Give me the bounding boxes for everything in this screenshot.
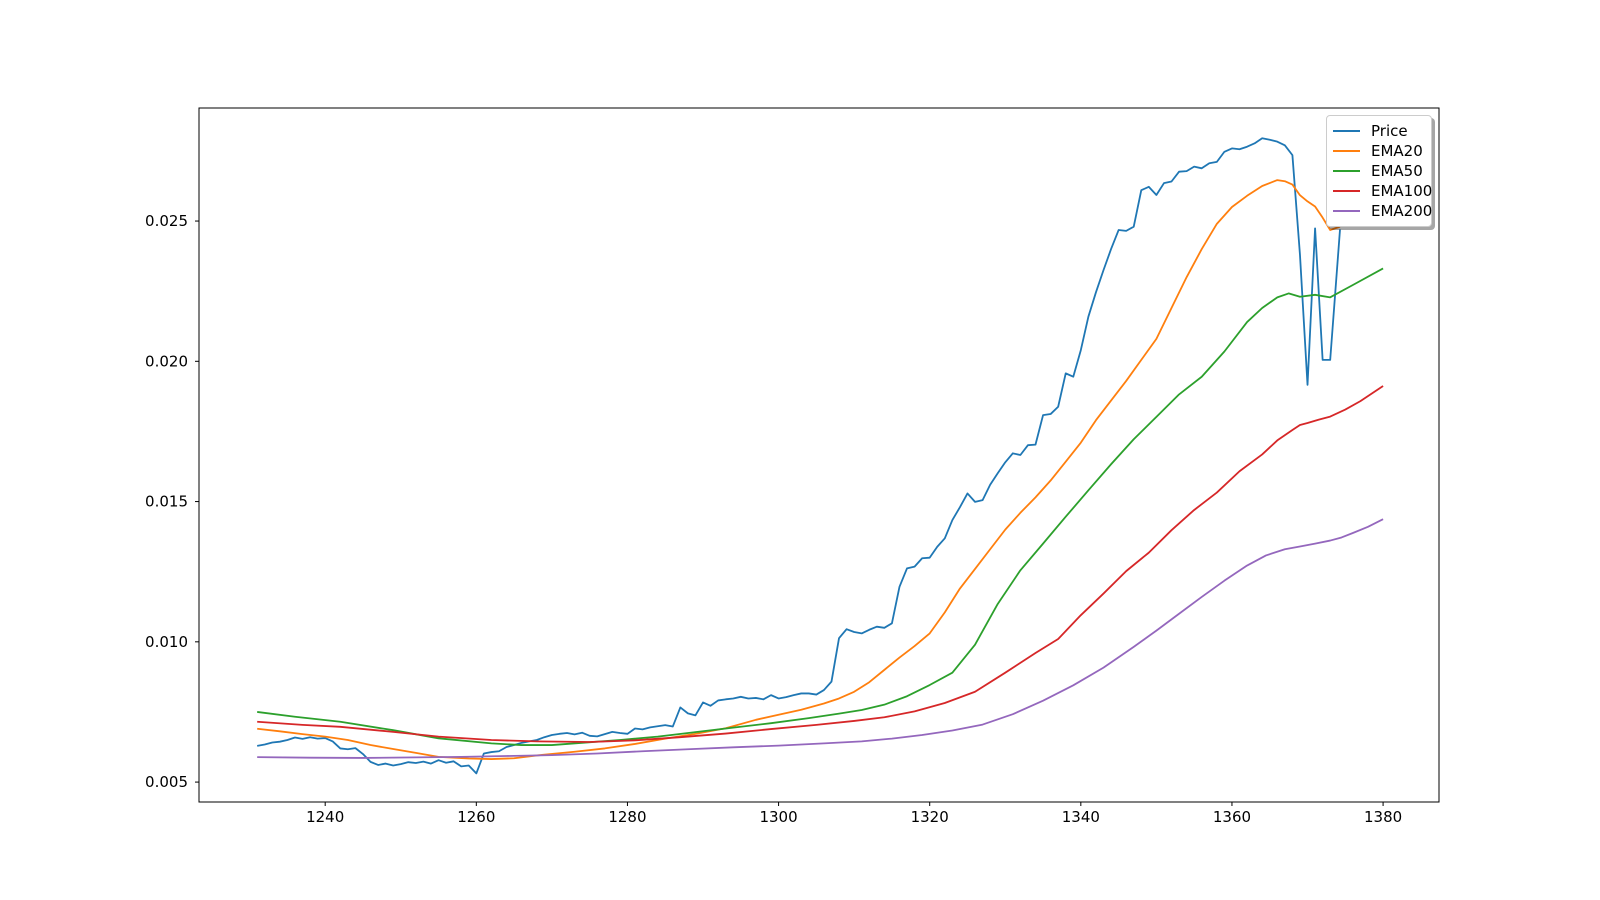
- legend-item-ema200: EMA200: [1333, 201, 1432, 221]
- legend-label: EMA50: [1371, 162, 1423, 180]
- series-line-ema20: [257, 179, 1341, 760]
- x-tick-label: 1380: [1364, 808, 1402, 826]
- series-line-price: [257, 137, 1341, 775]
- series-line-ema50: [257, 267, 1384, 746]
- x-tick-label: 1260: [457, 808, 495, 826]
- x-tick-label: 1300: [759, 808, 797, 826]
- x-tick-label: 1320: [911, 808, 949, 826]
- legend-line-sample-ema50: [1333, 170, 1360, 172]
- plot-area-border: [198, 107, 1440, 803]
- x-tick-label: 1340: [1062, 808, 1100, 826]
- legend: Price EMA20 EMA50 EMA100 EMA200: [1326, 115, 1432, 227]
- y-tick-label: 0.005: [145, 773, 188, 791]
- legend-item-ema50: EMA50: [1333, 161, 1423, 181]
- x-tick-label: 1280: [608, 808, 646, 826]
- series-line-ema100: [257, 385, 1384, 743]
- legend-label: EMA20: [1371, 142, 1423, 160]
- legend-line-sample-ema200: [1333, 210, 1360, 212]
- legend-line-sample-ema20: [1333, 150, 1360, 152]
- y-tick-label: 0.015: [145, 493, 188, 511]
- y-tick-label: 0.025: [145, 212, 188, 230]
- y-tick-label: 0.010: [145, 633, 188, 651]
- legend-item-price: Price: [1333, 121, 1423, 141]
- x-tick-label: 1360: [1213, 808, 1251, 826]
- legend-item-ema20: EMA20: [1333, 141, 1423, 161]
- legend-line-sample-ema100: [1333, 190, 1360, 192]
- legend-label: EMA100: [1371, 182, 1433, 200]
- x-tick-label: 1240: [306, 808, 344, 826]
- legend-label: Price: [1371, 122, 1408, 140]
- series-line-ema200: [257, 518, 1384, 759]
- legend-item-ema100: EMA100: [1333, 181, 1432, 201]
- y-tick-label: 0.020: [145, 352, 188, 370]
- legend-line-sample-price: [1333, 130, 1360, 132]
- legend-label: EMA200: [1371, 202, 1433, 220]
